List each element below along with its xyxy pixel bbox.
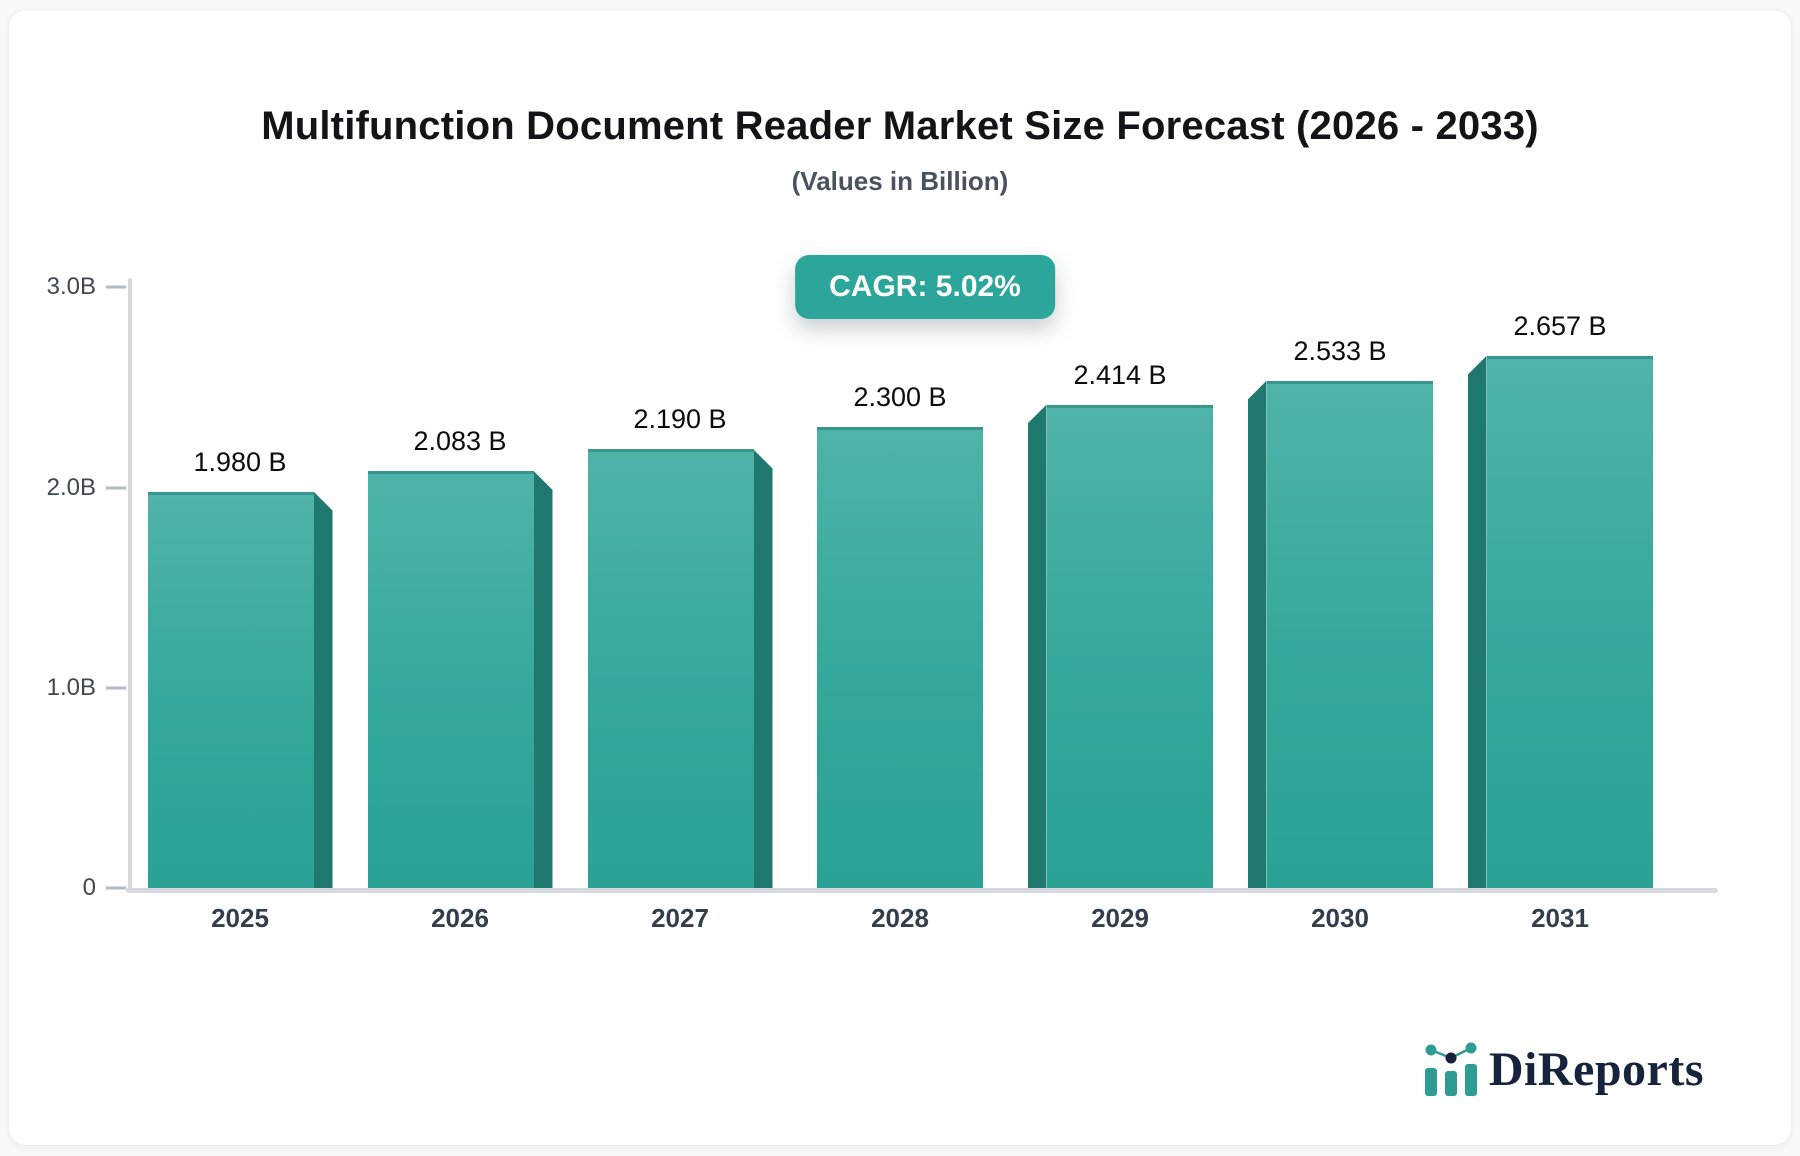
x-axis-label-2025: 2025 bbox=[211, 903, 269, 933]
bar-value-label-2026: 2.083 B bbox=[413, 425, 507, 456]
bar-group-2030 bbox=[1247, 380, 1433, 888]
bar-face-2028 bbox=[817, 427, 983, 888]
y-axis-line bbox=[128, 278, 132, 893]
bar-face-2030 bbox=[1266, 380, 1433, 888]
logo-text: DiReports bbox=[1488, 1042, 1704, 1096]
bar-face-2025 bbox=[147, 491, 314, 888]
bar-3d-side-2030 bbox=[1247, 380, 1267, 888]
x-axis-label-2026: 2026 bbox=[431, 903, 489, 933]
bar-value-label-2031: 2.657 B bbox=[1513, 310, 1607, 341]
bar-3d-side-2026 bbox=[533, 470, 553, 888]
cagr-badge: CAGR: 5.02% bbox=[795, 255, 1055, 319]
bar-value-label-2025: 1.980 B bbox=[193, 446, 287, 477]
x-axis-label-2030: 2030 bbox=[1311, 903, 1369, 933]
bar-3d-side-2027 bbox=[753, 449, 773, 888]
x-axis-label-2031: 2031 bbox=[1531, 903, 1589, 933]
bar-value-label-2027: 2.190 B bbox=[633, 404, 727, 435]
x-axis-baseline bbox=[126, 888, 1718, 893]
bar-value-label-2029: 2.414 B bbox=[1073, 359, 1167, 390]
x-axis-label-2028: 2028 bbox=[871, 903, 929, 933]
bar-group-2028 bbox=[817, 427, 983, 888]
y-tick-label-1.0B: 1.0B bbox=[46, 673, 96, 701]
chart-title: Multifunction Document Reader Market Siz… bbox=[261, 104, 1539, 148]
bar-face-2031 bbox=[1486, 355, 1653, 888]
bar-3d-side-2031 bbox=[1467, 355, 1487, 888]
x-axis-label-2029: 2029 bbox=[1091, 903, 1149, 933]
logo-chart-icon bbox=[1424, 1042, 1477, 1096]
y-tick-mark bbox=[106, 686, 126, 690]
bar-group-2031 bbox=[1467, 355, 1653, 888]
bar-group-2027 bbox=[587, 449, 773, 888]
bar-group-2029 bbox=[1027, 404, 1213, 888]
bar-group-2026 bbox=[367, 470, 553, 888]
bar-3d-side-2025 bbox=[313, 491, 333, 888]
y-tick-mark bbox=[106, 486, 126, 489]
bar-face-2029 bbox=[1046, 404, 1213, 888]
y-tick-label-0: 0 bbox=[82, 874, 96, 901]
x-axis-label-2027: 2027 bbox=[651, 903, 709, 933]
y-tick-mark bbox=[106, 886, 126, 890]
y-tick-label-3.0B: 3.0B bbox=[46, 273, 96, 301]
chart-subtitle: (Values in Billion) bbox=[791, 166, 1009, 196]
bar-value-label-2028: 2.300 B bbox=[853, 382, 947, 413]
direports-logo: DiReports bbox=[1421, 1038, 1704, 1100]
bar-face-2026 bbox=[367, 470, 534, 888]
y-tick-label-2.0B: 2.0B bbox=[46, 473, 96, 501]
bar-value-label-2030: 2.533 B bbox=[1293, 335, 1387, 366]
bar-3d-side-2029 bbox=[1027, 404, 1047, 888]
y-tick-mark bbox=[106, 285, 126, 289]
bar-group-2025 bbox=[147, 491, 333, 888]
bar-face-2027 bbox=[587, 449, 754, 888]
